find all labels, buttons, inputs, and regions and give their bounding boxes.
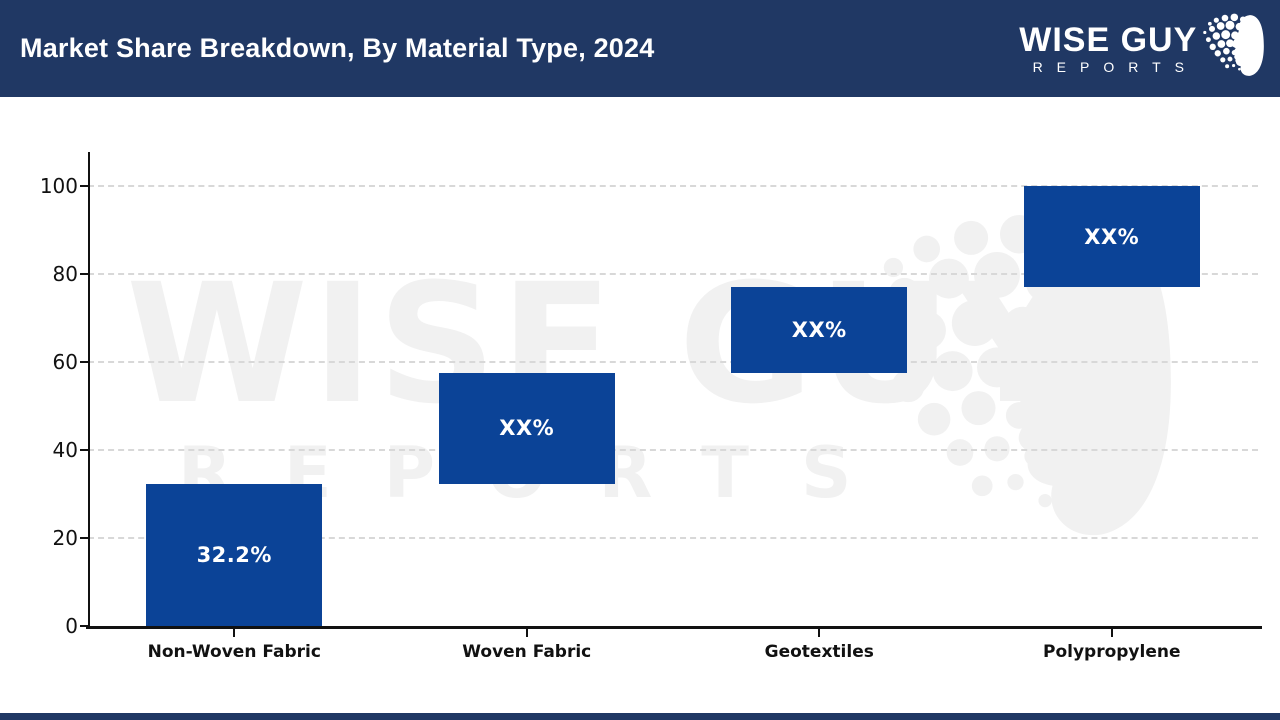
brand-name: WISE GUY [1019, 20, 1198, 59]
brand-logo: WISE GUY REPORTS [1019, 7, 1270, 91]
gridline [88, 537, 1258, 539]
y-axis-tick-label: 0 [65, 614, 78, 638]
x-axis-line [86, 626, 1262, 629]
y-axis-tick [80, 449, 88, 451]
y-axis-tick-label: 40 [52, 438, 78, 462]
bar-value-label: XX% [499, 416, 555, 441]
footer-strip [0, 713, 1280, 720]
y-axis-tick [80, 273, 88, 275]
bar: XX% [731, 287, 908, 373]
y-axis-tick [80, 537, 88, 539]
x-axis-category-label: Non-Woven Fabric [147, 642, 321, 662]
bar: XX% [1023, 186, 1200, 288]
bar-value-label: XX% [791, 317, 847, 342]
gridline [88, 361, 1258, 363]
x-axis-tick [1110, 629, 1113, 637]
y-axis-tick [80, 361, 88, 363]
y-axis-tick-label: 20 [52, 526, 78, 550]
bar: XX% [438, 372, 615, 485]
x-axis-category-label: Polypropylene [1042, 642, 1181, 662]
brand-logo-text: WISE GUY REPORTS [1019, 23, 1198, 75]
y-axis-tick [80, 625, 88, 627]
bar-value-label: XX% [1084, 224, 1140, 249]
brand-subtitle: REPORTS [1032, 58, 1198, 75]
gridline [88, 449, 1258, 451]
x-axis-tick [818, 629, 821, 637]
x-axis-tick [525, 629, 528, 637]
y-axis-tick [80, 185, 88, 187]
y-axis-tick-label: 60 [52, 350, 78, 374]
x-axis-category-label: Woven Fabric [462, 642, 592, 662]
y-axis-tick-label: 100 [39, 174, 78, 198]
x-axis-category-label: Geotextiles [764, 642, 874, 662]
x-axis-tick [233, 629, 236, 637]
gridline [88, 273, 1258, 275]
bar-value-label: 32.2% [196, 543, 272, 568]
gridline [88, 185, 1258, 187]
page-title: Market Share Breakdown, By Material Type… [20, 33, 655, 63]
header-bar: Market Share Breakdown, By Material Type… [0, 0, 1280, 97]
y-axis-line [88, 152, 90, 628]
chart-plot-area: 0 20 40 60 80 100 32.2% Non-Woven Fabric XX% Wove… [0, 97, 1280, 713]
y-axis-tick-label: 80 [52, 262, 78, 286]
brand-dotted-head-icon [1194, 7, 1266, 91]
bar: 32.2% [146, 484, 323, 626]
